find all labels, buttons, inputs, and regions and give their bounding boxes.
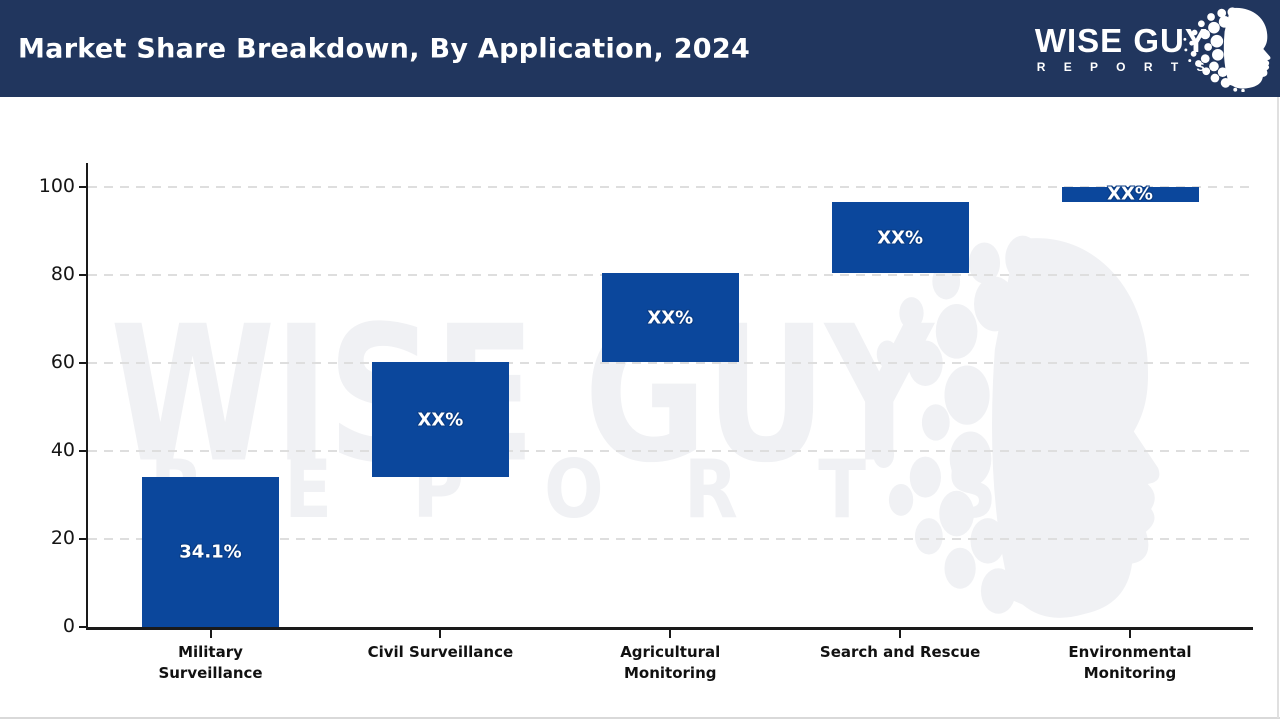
x-category-label: Military Surveillance xyxy=(158,643,263,682)
logo-face-icon xyxy=(1183,7,1271,92)
bar-value-label: XX% xyxy=(647,307,694,329)
header: Market Share Breakdown, By Application, … xyxy=(0,0,1280,97)
y-tick-label: 60 xyxy=(50,351,75,373)
y-tick-mark-20 xyxy=(79,538,86,540)
bar xyxy=(831,201,969,274)
y-gridline-60 xyxy=(88,362,1253,364)
y-tick-label: 80 xyxy=(50,263,75,285)
x-category-label: Search and Rescue xyxy=(819,643,981,661)
bar-value-label: XX% xyxy=(1107,183,1153,205)
bar xyxy=(142,476,279,627)
y-tick-mark-100 xyxy=(79,186,86,188)
y-tick-label: 100 xyxy=(38,175,75,197)
y-tick-label: 20 xyxy=(50,527,75,549)
bar xyxy=(371,362,509,477)
bar xyxy=(1061,187,1199,202)
x-tick-mark xyxy=(1129,630,1131,638)
page-title: Market Share Breakdown, By Application, … xyxy=(18,33,751,64)
y-tick-mark-0 xyxy=(79,626,86,628)
watermark-face-icon xyxy=(868,235,1160,618)
y-tick-label: 40 xyxy=(50,439,75,461)
bar-value-label: 34.1% xyxy=(179,541,242,563)
y-gridline-100 xyxy=(88,186,1253,188)
x-tick-mark xyxy=(209,630,212,638)
y-tick-mark-40 xyxy=(79,450,86,452)
logo-wordmark: WISE GUY R E P O R T S xyxy=(1031,24,1212,74)
y-tick-label: 0 xyxy=(62,615,75,637)
page-bottom-border xyxy=(0,717,1280,719)
x-tick-mark xyxy=(899,630,902,638)
logo-name: WISE GUY xyxy=(1034,22,1208,59)
bar-value-label: XX% xyxy=(417,409,464,431)
logo: WISE GUY R E P O R T S xyxy=(1024,0,1274,97)
x-category-label: Environmental Monitoring xyxy=(1068,643,1192,682)
bar-value-label: XX% xyxy=(877,227,924,249)
y-gridline-20 xyxy=(88,538,1253,540)
plot-region: WISE GUY R E P O R T S 34.1% XX% XX% XX% XX%… xyxy=(0,97,1280,720)
x-tick-mark xyxy=(669,630,672,638)
x-tick-mark xyxy=(439,630,442,638)
bar xyxy=(601,273,739,363)
x-category-label: Civil Surveillance xyxy=(367,643,514,661)
logo-subtitle: R E P O R T S xyxy=(1036,60,1212,74)
y-gridline-40 xyxy=(88,450,1253,452)
y-tick-mark-60 xyxy=(79,362,86,364)
page-right-border xyxy=(1277,97,1279,718)
x-axis-spine xyxy=(86,627,1253,630)
y-tick-mark-80 xyxy=(79,274,86,276)
x-category-label: Agricultural Monitoring xyxy=(620,643,721,682)
y-axis-spine xyxy=(86,163,88,629)
